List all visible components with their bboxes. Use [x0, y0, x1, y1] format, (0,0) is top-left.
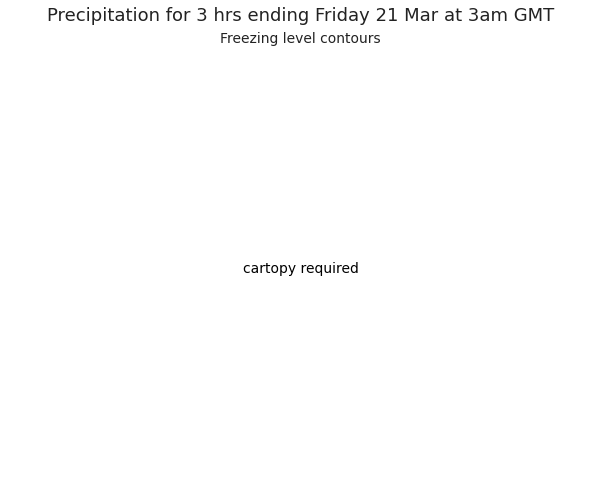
Text: cartopy required: cartopy required — [243, 262, 358, 276]
Text: Precipitation for 3 hrs ending Friday 21 Mar at 3am GMT: Precipitation for 3 hrs ending Friday 21… — [47, 7, 554, 25]
Text: Freezing level contours: Freezing level contours — [220, 32, 381, 46]
